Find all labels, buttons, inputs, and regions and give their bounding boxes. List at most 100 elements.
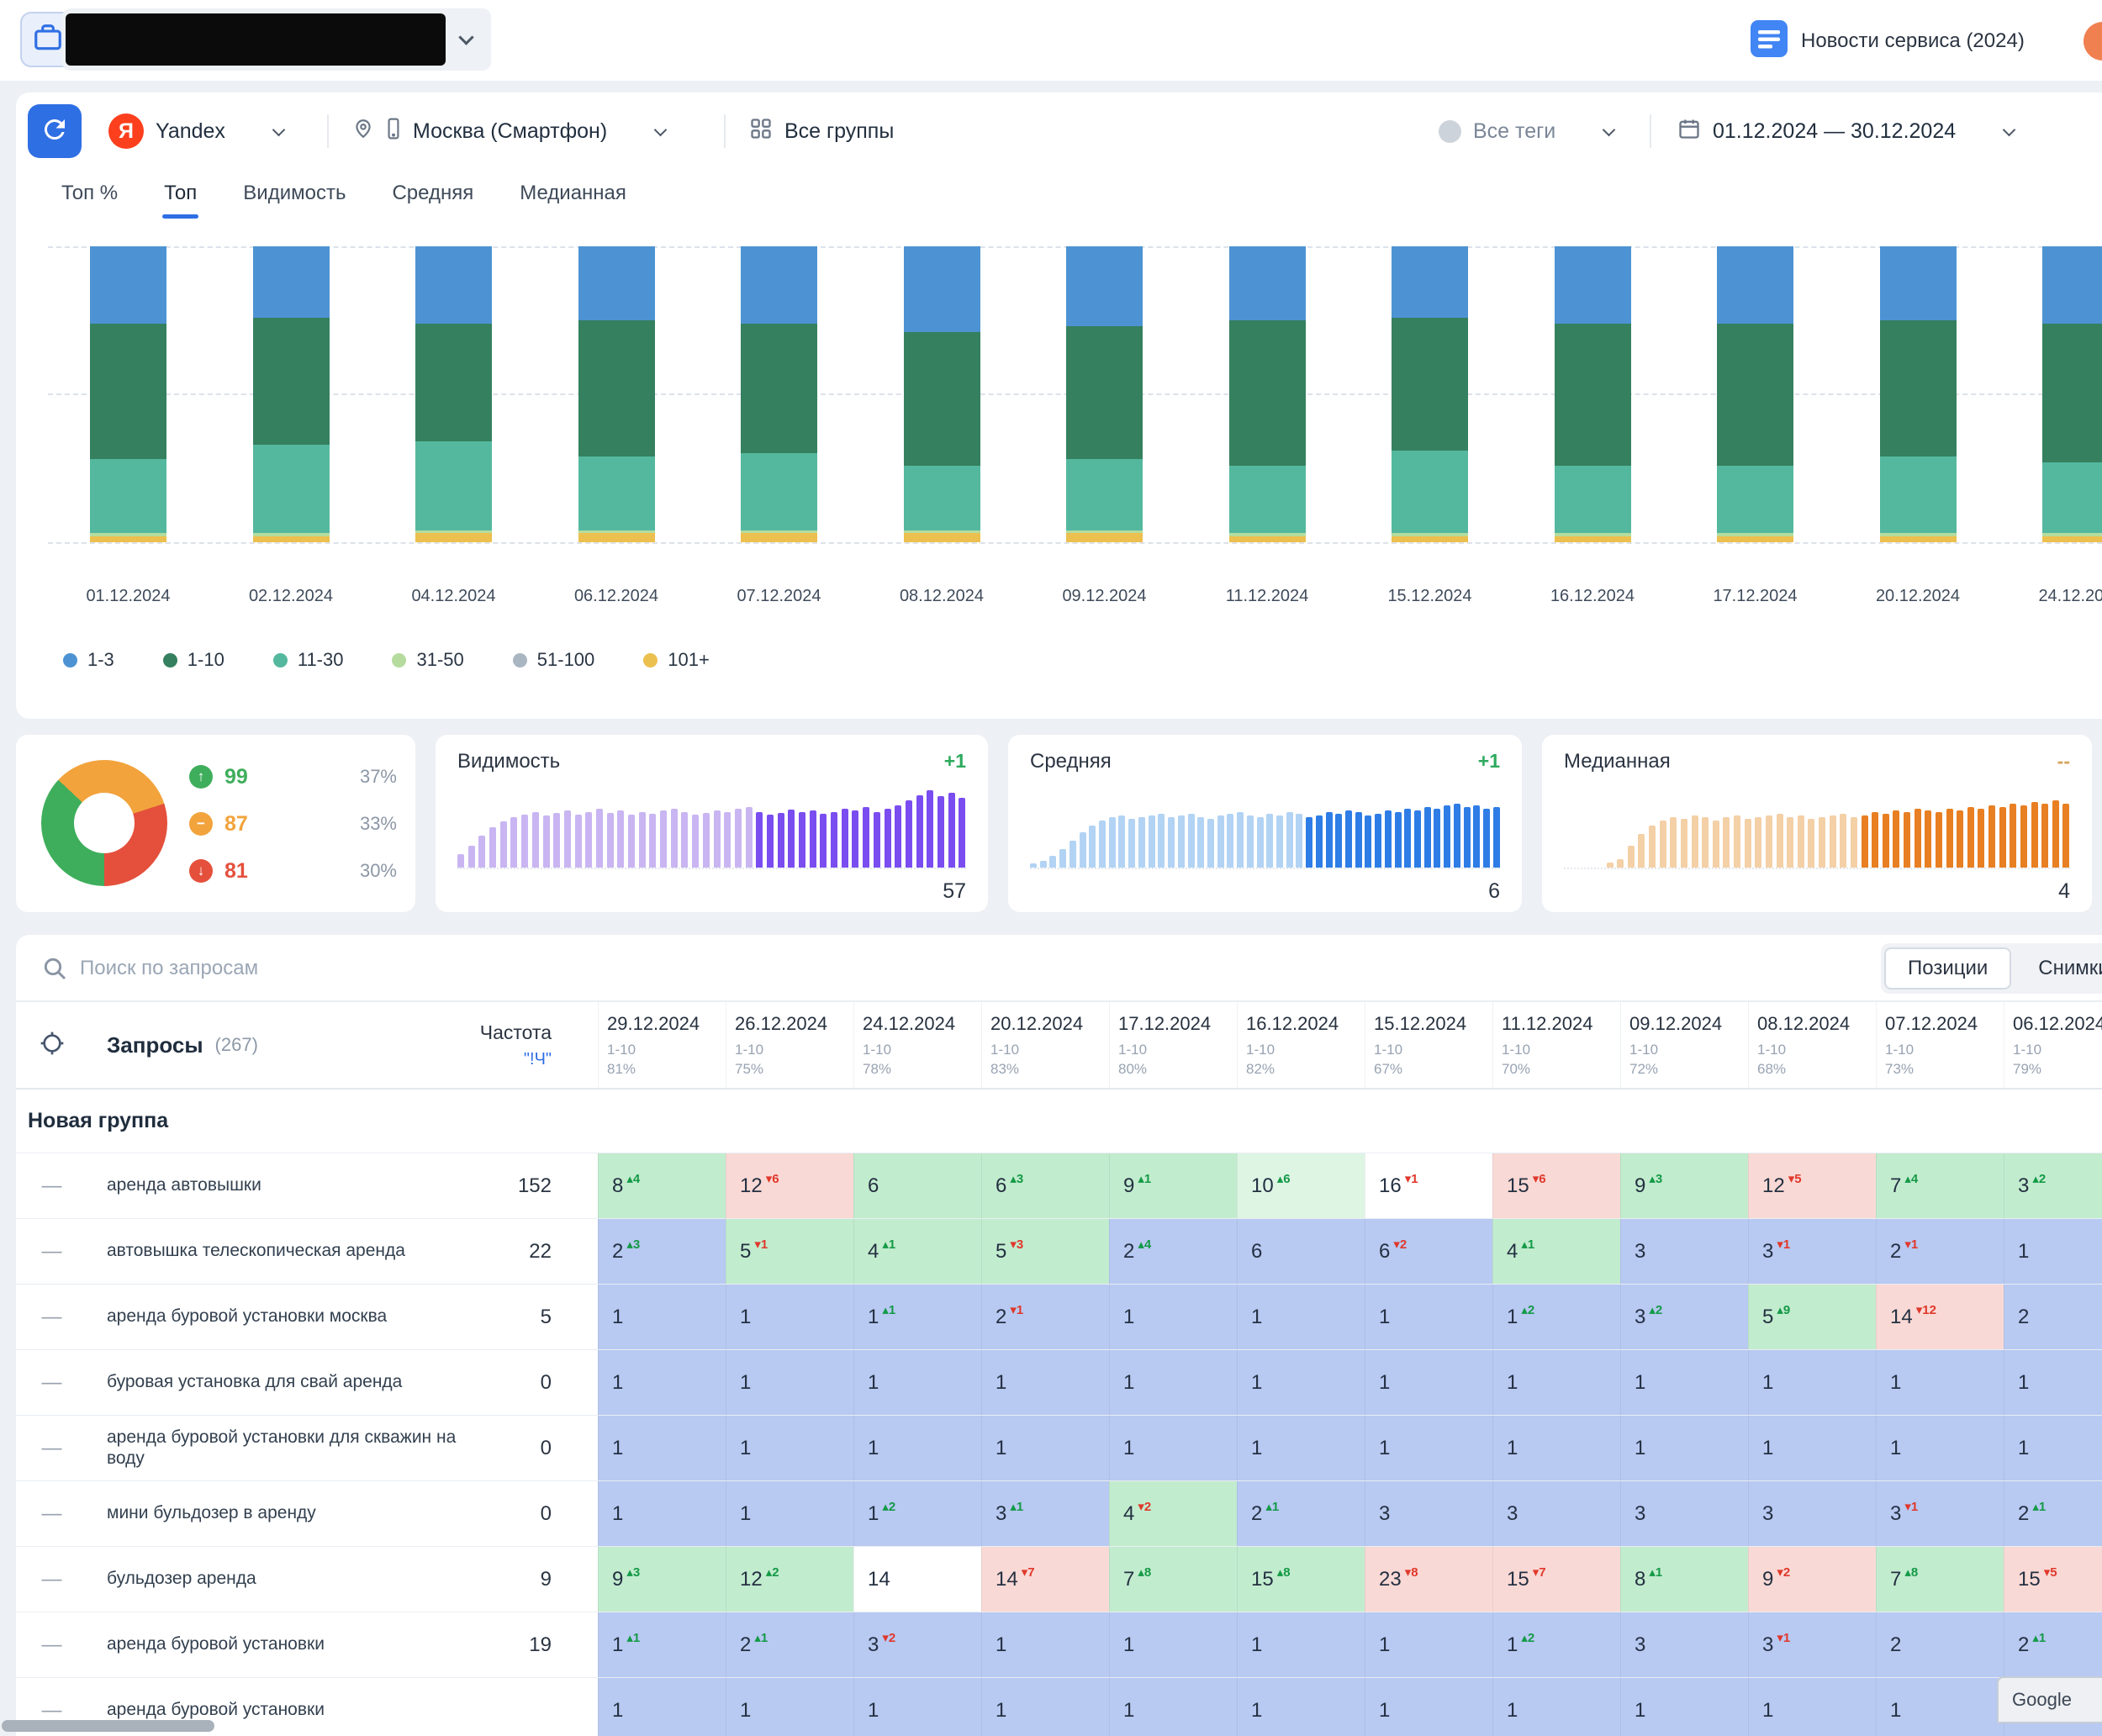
row-drag-handle[interactable]: — xyxy=(41,1436,62,1459)
position-cell[interactable]: 1 xyxy=(726,1350,853,1415)
position-cell[interactable]: 1 xyxy=(1876,1350,2004,1415)
position-cell[interactable]: 1 xyxy=(1109,1612,1237,1677)
position-cell[interactable]: 1 xyxy=(1109,1285,1237,1349)
tab-видимость[interactable]: Видимость xyxy=(243,182,346,204)
position-cell[interactable]: 7 ▴8 xyxy=(1876,1547,2004,1612)
chart-bar-16-12-2024[interactable] xyxy=(1554,246,1631,542)
legend-item-101[interactable]: 101+ xyxy=(643,649,710,671)
position-cell[interactable]: 1 xyxy=(853,1678,981,1736)
chart-bar-08-12-2024[interactable] xyxy=(903,246,980,542)
position-cell[interactable]: 12 ▴2 xyxy=(726,1547,853,1612)
position-cell[interactable]: 1 xyxy=(981,1678,1109,1736)
position-cell[interactable]: 1 xyxy=(1237,1416,1365,1480)
position-cell[interactable]: 1 xyxy=(726,1678,853,1736)
date-column-header-24-12-2024[interactable]: 24.12.2024 1-10 78% xyxy=(853,1002,981,1088)
date-column-header-17-12-2024[interactable]: 17.12.2024 1-10 80% xyxy=(1109,1002,1237,1088)
chart-bar-11-12-2024[interactable] xyxy=(1228,246,1306,542)
position-cell[interactable]: 2 ▴1 xyxy=(2004,1481,2102,1546)
position-cell[interactable]: 9 ▴3 xyxy=(1620,1153,1748,1218)
position-cell[interactable]: 1 xyxy=(598,1285,726,1349)
position-cell[interactable]: 10 ▴6 xyxy=(1237,1153,1365,1218)
tab-медианная[interactable]: Медианная xyxy=(520,182,626,204)
queries-column-header[interactable]: Запросы (267) xyxy=(87,1002,480,1088)
date-column-header-20-12-2024[interactable]: 20.12.2024 1-10 83% xyxy=(981,1002,1109,1088)
query-cell[interactable]: буровая установка для свай аренда xyxy=(107,1372,403,1392)
position-cell[interactable]: 1 xyxy=(1748,1678,1876,1736)
position-cell[interactable]: 3 xyxy=(1492,1481,1620,1546)
position-cell[interactable]: 14 ▾7 xyxy=(981,1547,1109,1612)
position-cell[interactable]: 1 xyxy=(1365,1350,1492,1415)
date-column-header-29-12-2024[interactable]: 29.12.2024 1-10 81% xyxy=(598,1002,726,1088)
position-cell[interactable]: 7 ▴4 xyxy=(1876,1153,2004,1218)
positions-view-button[interactable]: Позиции xyxy=(1884,947,2012,989)
position-cell[interactable]: 23 ▾8 xyxy=(1365,1547,1492,1612)
position-cell[interactable]: 1 xyxy=(2004,1416,2102,1480)
position-cell[interactable]: 9 ▴3 xyxy=(598,1547,726,1612)
position-cell[interactable]: 3 ▴1 xyxy=(981,1481,1109,1546)
row-drag-handle[interactable]: — xyxy=(41,1305,62,1328)
position-cell[interactable]: 1 xyxy=(981,1416,1109,1480)
search-engine-selector[interactable]: Я Yandex xyxy=(108,109,286,153)
position-cell[interactable]: 1 xyxy=(2004,1350,2102,1415)
position-cell[interactable]: 4 ▾2 xyxy=(1109,1481,1237,1546)
position-cell[interactable]: 3 ▴2 xyxy=(1620,1285,1748,1349)
position-cell[interactable]: 1 xyxy=(1365,1285,1492,1349)
query-cell[interactable]: бульдозер аренда xyxy=(107,1569,256,1589)
position-cell[interactable]: 3 ▾2 xyxy=(853,1612,981,1677)
position-cell[interactable]: 1 xyxy=(1109,1678,1237,1736)
position-cell[interactable]: 1 xyxy=(1109,1350,1237,1415)
query-cell[interactable]: аренда автовышки xyxy=(107,1175,261,1195)
position-cell[interactable]: 1 xyxy=(598,1678,726,1736)
position-cell[interactable]: 1 xyxy=(1748,1416,1876,1480)
position-cell[interactable]: 1 xyxy=(981,1350,1109,1415)
position-cell[interactable]: 3 ▾1 xyxy=(1748,1219,1876,1284)
date-column-header-06-12-2024[interactable]: 06.12.2024 1-10 79% xyxy=(2004,1002,2102,1088)
position-cell[interactable]: 1 xyxy=(1492,1678,1620,1736)
tab-средняя[interactable]: Средняя xyxy=(392,182,474,204)
position-cell[interactable]: 2 ▴3 xyxy=(598,1219,726,1284)
position-cell[interactable]: 1 xyxy=(1237,1678,1365,1736)
position-cell[interactable]: 7 ▴8 xyxy=(1109,1547,1237,1612)
position-cell[interactable]: 1 xyxy=(726,1481,853,1546)
service-news-link[interactable]: Новости сервиса (2024) xyxy=(1751,20,2025,61)
position-cell[interactable]: 9 ▾2 xyxy=(1748,1547,1876,1612)
chart-bar-24-12-2024[interactable] xyxy=(2042,246,2102,542)
legend-item-51-100[interactable]: 51-100 xyxy=(512,649,594,671)
query-cell[interactable]: аренда буровой установки для скважин на … xyxy=(107,1427,457,1468)
position-cell[interactable]: 2 ▴1 xyxy=(1237,1481,1365,1546)
chart-bar-07-12-2024[interactable] xyxy=(741,246,817,542)
date-column-header-11-12-2024[interactable]: 11.12.2024 1-10 70% xyxy=(1492,1002,1620,1088)
position-cell[interactable]: 1 xyxy=(726,1285,853,1349)
position-cell[interactable]: 9 ▴1 xyxy=(1109,1153,1237,1218)
tab-топ[interactable]: Топ % xyxy=(61,182,119,204)
row-drag-handle[interactable]: — xyxy=(41,1501,62,1525)
position-cell[interactable]: 2 ▾1 xyxy=(981,1285,1109,1349)
search-input[interactable] xyxy=(80,948,668,989)
position-cell[interactable]: 3 xyxy=(1365,1481,1492,1546)
query-cell[interactable]: аренда буровой установки москва xyxy=(107,1306,388,1327)
position-cell[interactable]: 14 xyxy=(853,1547,981,1612)
date-column-header-08-12-2024[interactable]: 08.12.2024 1-10 68% xyxy=(1748,1002,1876,1088)
position-cell[interactable]: 3 xyxy=(1620,1219,1748,1284)
legend-item-1-3[interactable]: 1-3 xyxy=(63,649,114,671)
position-cell[interactable]: 1 ▴1 xyxy=(598,1612,726,1677)
position-cell[interactable]: 15 ▾7 xyxy=(1492,1547,1620,1612)
average-card[interactable]: Средняя +1 6 xyxy=(1008,735,1522,912)
position-cell[interactable]: 1 xyxy=(598,1416,726,1480)
position-cell[interactable]: 1 xyxy=(1365,1678,1492,1736)
position-cell[interactable]: 1 xyxy=(1237,1612,1365,1677)
position-cell[interactable]: 1 xyxy=(1237,1350,1365,1415)
region-selector[interactable]: Москва (Смартфон) xyxy=(352,109,668,153)
legend-item-31-50[interactable]: 31-50 xyxy=(392,649,464,671)
row-drag-handle[interactable]: — xyxy=(41,1633,62,1656)
visibility-card[interactable]: Видимость +1 57 xyxy=(436,735,988,912)
chart-bar-04-12-2024[interactable] xyxy=(415,246,492,542)
position-cell[interactable]: 1 xyxy=(2004,1219,2102,1284)
position-cell[interactable]: 1 ▴2 xyxy=(853,1481,981,1546)
query-cell[interactable]: мини бульдозер в аренду xyxy=(107,1503,316,1523)
position-cell[interactable]: 3 xyxy=(1748,1481,1876,1546)
tags-selector[interactable]: Все теги xyxy=(1439,109,1616,153)
position-cell[interactable]: 1 xyxy=(1109,1416,1237,1480)
position-cell[interactable]: 3 xyxy=(1620,1612,1748,1677)
date-column-header-07-12-2024[interactable]: 07.12.2024 1-10 73% xyxy=(1876,1002,2004,1088)
